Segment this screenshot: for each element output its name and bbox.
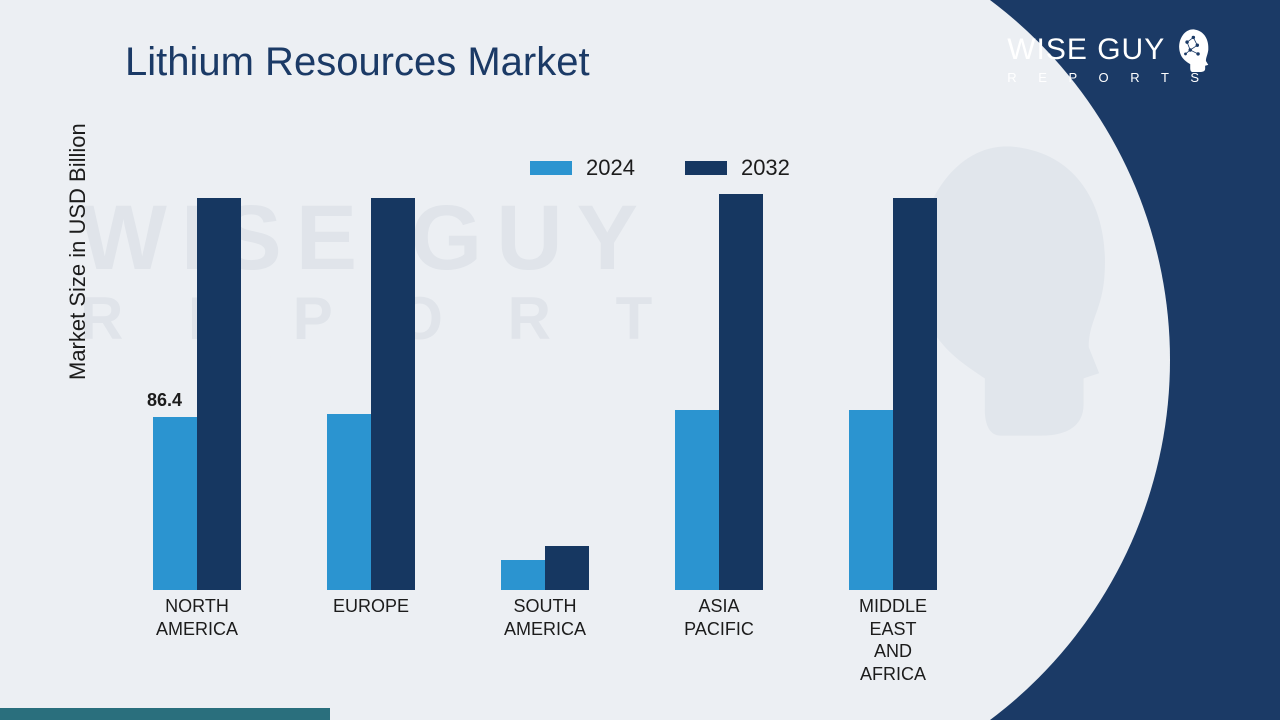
- bar-group: [644, 194, 794, 590]
- legend-label-2024: 2024: [586, 155, 635, 181]
- accent-stripe: [0, 708, 330, 720]
- chart-canvas: WISE GUY R E P O R T S Lithium Resources…: [0, 0, 1280, 720]
- chart-legend: 2024 2032: [530, 155, 790, 181]
- category-label: MIDDLE EAST AND AFRICA: [818, 595, 968, 685]
- chart-plot-area: 86.4: [110, 190, 980, 590]
- bar-value-label: 86.4: [147, 390, 182, 411]
- legend-label-2032: 2032: [741, 155, 790, 181]
- bar-2024: [501, 560, 545, 590]
- bar-group: [470, 546, 620, 590]
- category-label: EUROPE: [296, 595, 446, 685]
- category-label: NORTH AMERICA: [122, 595, 272, 685]
- bar-2024: [849, 410, 893, 590]
- brand-sub-text: R E P O R T S: [1007, 70, 1208, 85]
- bar-2032: [893, 198, 937, 590]
- bar-group: [818, 198, 968, 590]
- brand-head-icon: [1171, 28, 1211, 72]
- chart-title: Lithium Resources Market: [125, 40, 590, 85]
- bar-group: [296, 198, 446, 590]
- category-label: ASIA PACIFIC: [644, 595, 794, 685]
- legend-swatch-2024: [530, 161, 572, 175]
- bar-2024: [153, 417, 197, 590]
- brand-logo: WISE GUY R E P O R T S: [1007, 28, 1252, 85]
- bar-2024: [327, 414, 371, 590]
- legend-item-2032: 2032: [685, 155, 790, 181]
- category-labels-row: NORTH AMERICA EUROPE SOUTH AMERICA ASIA PAC…: [110, 595, 980, 685]
- category-label: SOUTH AMERICA: [470, 595, 620, 685]
- y-axis-label: Market Size in USD Billion: [65, 123, 91, 380]
- bar-2032: [545, 546, 589, 590]
- bar-2032: [197, 198, 241, 590]
- bar-group: 86.4: [122, 198, 272, 590]
- bar-2024: [675, 410, 719, 590]
- bar-2032: [371, 198, 415, 590]
- legend-item-2024: 2024: [530, 155, 635, 181]
- bar-2032: [719, 194, 763, 590]
- legend-swatch-2032: [685, 161, 727, 175]
- brand-main-text: WISE GUY: [1007, 33, 1165, 67]
